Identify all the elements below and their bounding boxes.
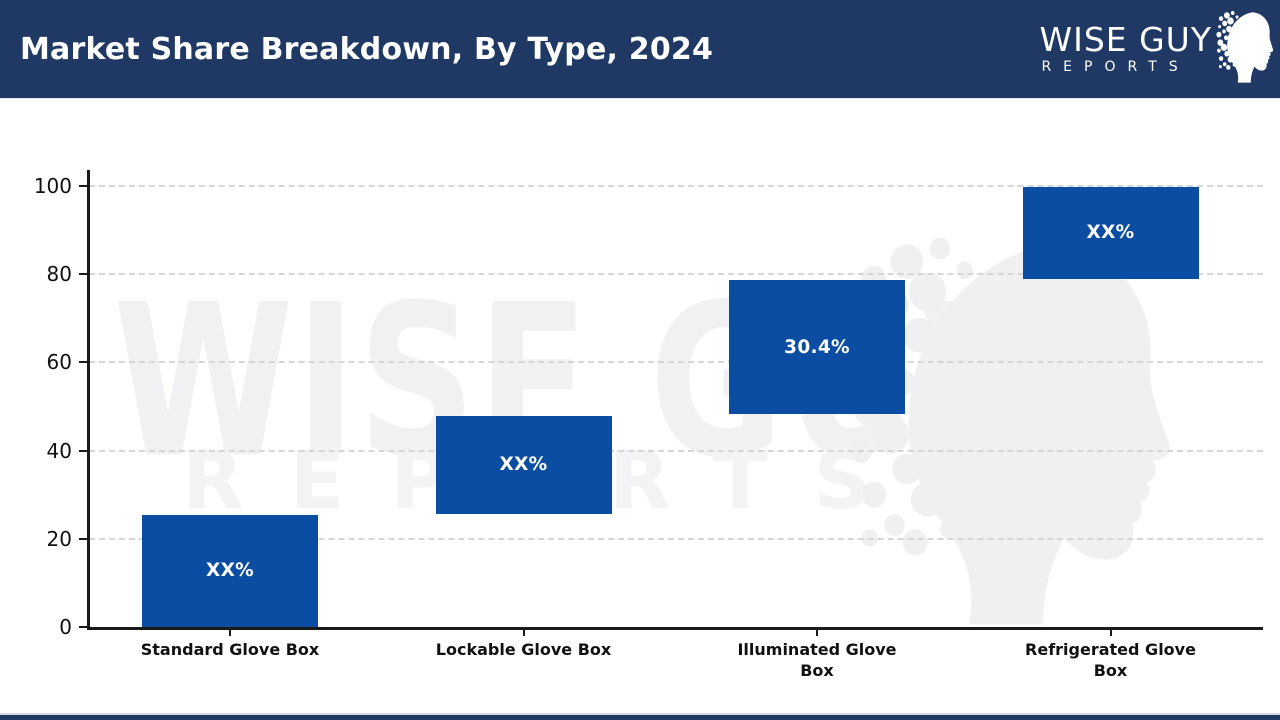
gridline-60 <box>89 361 1263 364</box>
bar-value-label-illuminated-glove-box: 30.4% <box>784 336 850 358</box>
y-tick-label-20: 20 <box>46 526 72 551</box>
logo-reports-label: REPORTS <box>1041 59 1190 76</box>
gridline-100 <box>89 185 1263 187</box>
x-category-label-illuminated-glove-box: Illuminated Glove Box <box>737 640 897 680</box>
footer-bar <box>0 715 1280 720</box>
x-category-label-standard-glove-box: Standard Glove Box <box>140 640 320 659</box>
y-axis-tick-80 <box>79 273 88 276</box>
x-category-label-lockable-glove-box: Lockable Glove Box <box>435 640 612 659</box>
plot-area: 0 20 40 60 80 100 XX% Standard Glove Box XX% Lock… <box>0 99 1280 715</box>
x-category-label-refrigerated-glove-box: Refrigerated Glove Box <box>1025 640 1196 680</box>
y-tick-label-80: 80 <box>46 262 72 287</box>
y-tick-label-40: 40 <box>46 438 72 463</box>
logo-wordmark: WISE GUY <box>1039 19 1212 59</box>
x-axis-tick-illuminated-glove-box <box>816 629 818 636</box>
gridline-20 <box>89 537 1263 540</box>
logo-head-icon <box>1216 11 1274 83</box>
chart-canvas: WISE GUY REPORTS 020406080100XX%Standard… <box>0 99 1280 715</box>
bar-lockable-glove-box: XX% <box>435 415 612 515</box>
gridline-40 <box>89 449 1263 452</box>
page-title: Market Share Breakdown, By Type, 2024 <box>20 31 714 67</box>
y-axis-tick-60 <box>79 361 88 364</box>
y-axis-line <box>87 170 90 629</box>
y-axis-tick-0 <box>79 626 88 628</box>
bar-value-label-lockable-glove-box: XX% <box>499 454 548 476</box>
header-bar: Market Share Breakdown, By Type, 2024 WI… <box>0 0 1280 99</box>
x-axis-tick-standard-glove-box <box>229 629 231 636</box>
y-tick-label-100: 100 <box>33 174 72 198</box>
logo-text: WISE GUY REPORTS <box>1039 19 1212 76</box>
y-axis-tick-20 <box>79 537 88 540</box>
footer-rule <box>0 713 1280 715</box>
bar-refrigerated-glove-box: XX% <box>1022 186 1199 279</box>
wiseguy-logo: WISE GUY REPORTS <box>1039 9 1274 89</box>
y-tick-label-60: 60 <box>46 350 72 375</box>
y-axis-tick-100 <box>79 185 88 187</box>
x-axis-line <box>87 627 1263 630</box>
y-tick-label-0: 0 <box>59 615 72 639</box>
bar-value-label-refrigerated-glove-box: XX% <box>1086 222 1135 244</box>
bar-value-label-standard-glove-box: XX% <box>206 560 254 582</box>
x-axis-tick-refrigerated-glove-box <box>1109 629 1112 636</box>
x-axis-tick-lockable-glove-box <box>522 629 525 636</box>
y-axis-tick-40 <box>79 449 88 452</box>
gridline-80 <box>89 273 1263 276</box>
bar-illuminated-glove-box: 30.4% <box>729 280 905 415</box>
bar-standard-glove-box: XX% <box>142 514 318 627</box>
